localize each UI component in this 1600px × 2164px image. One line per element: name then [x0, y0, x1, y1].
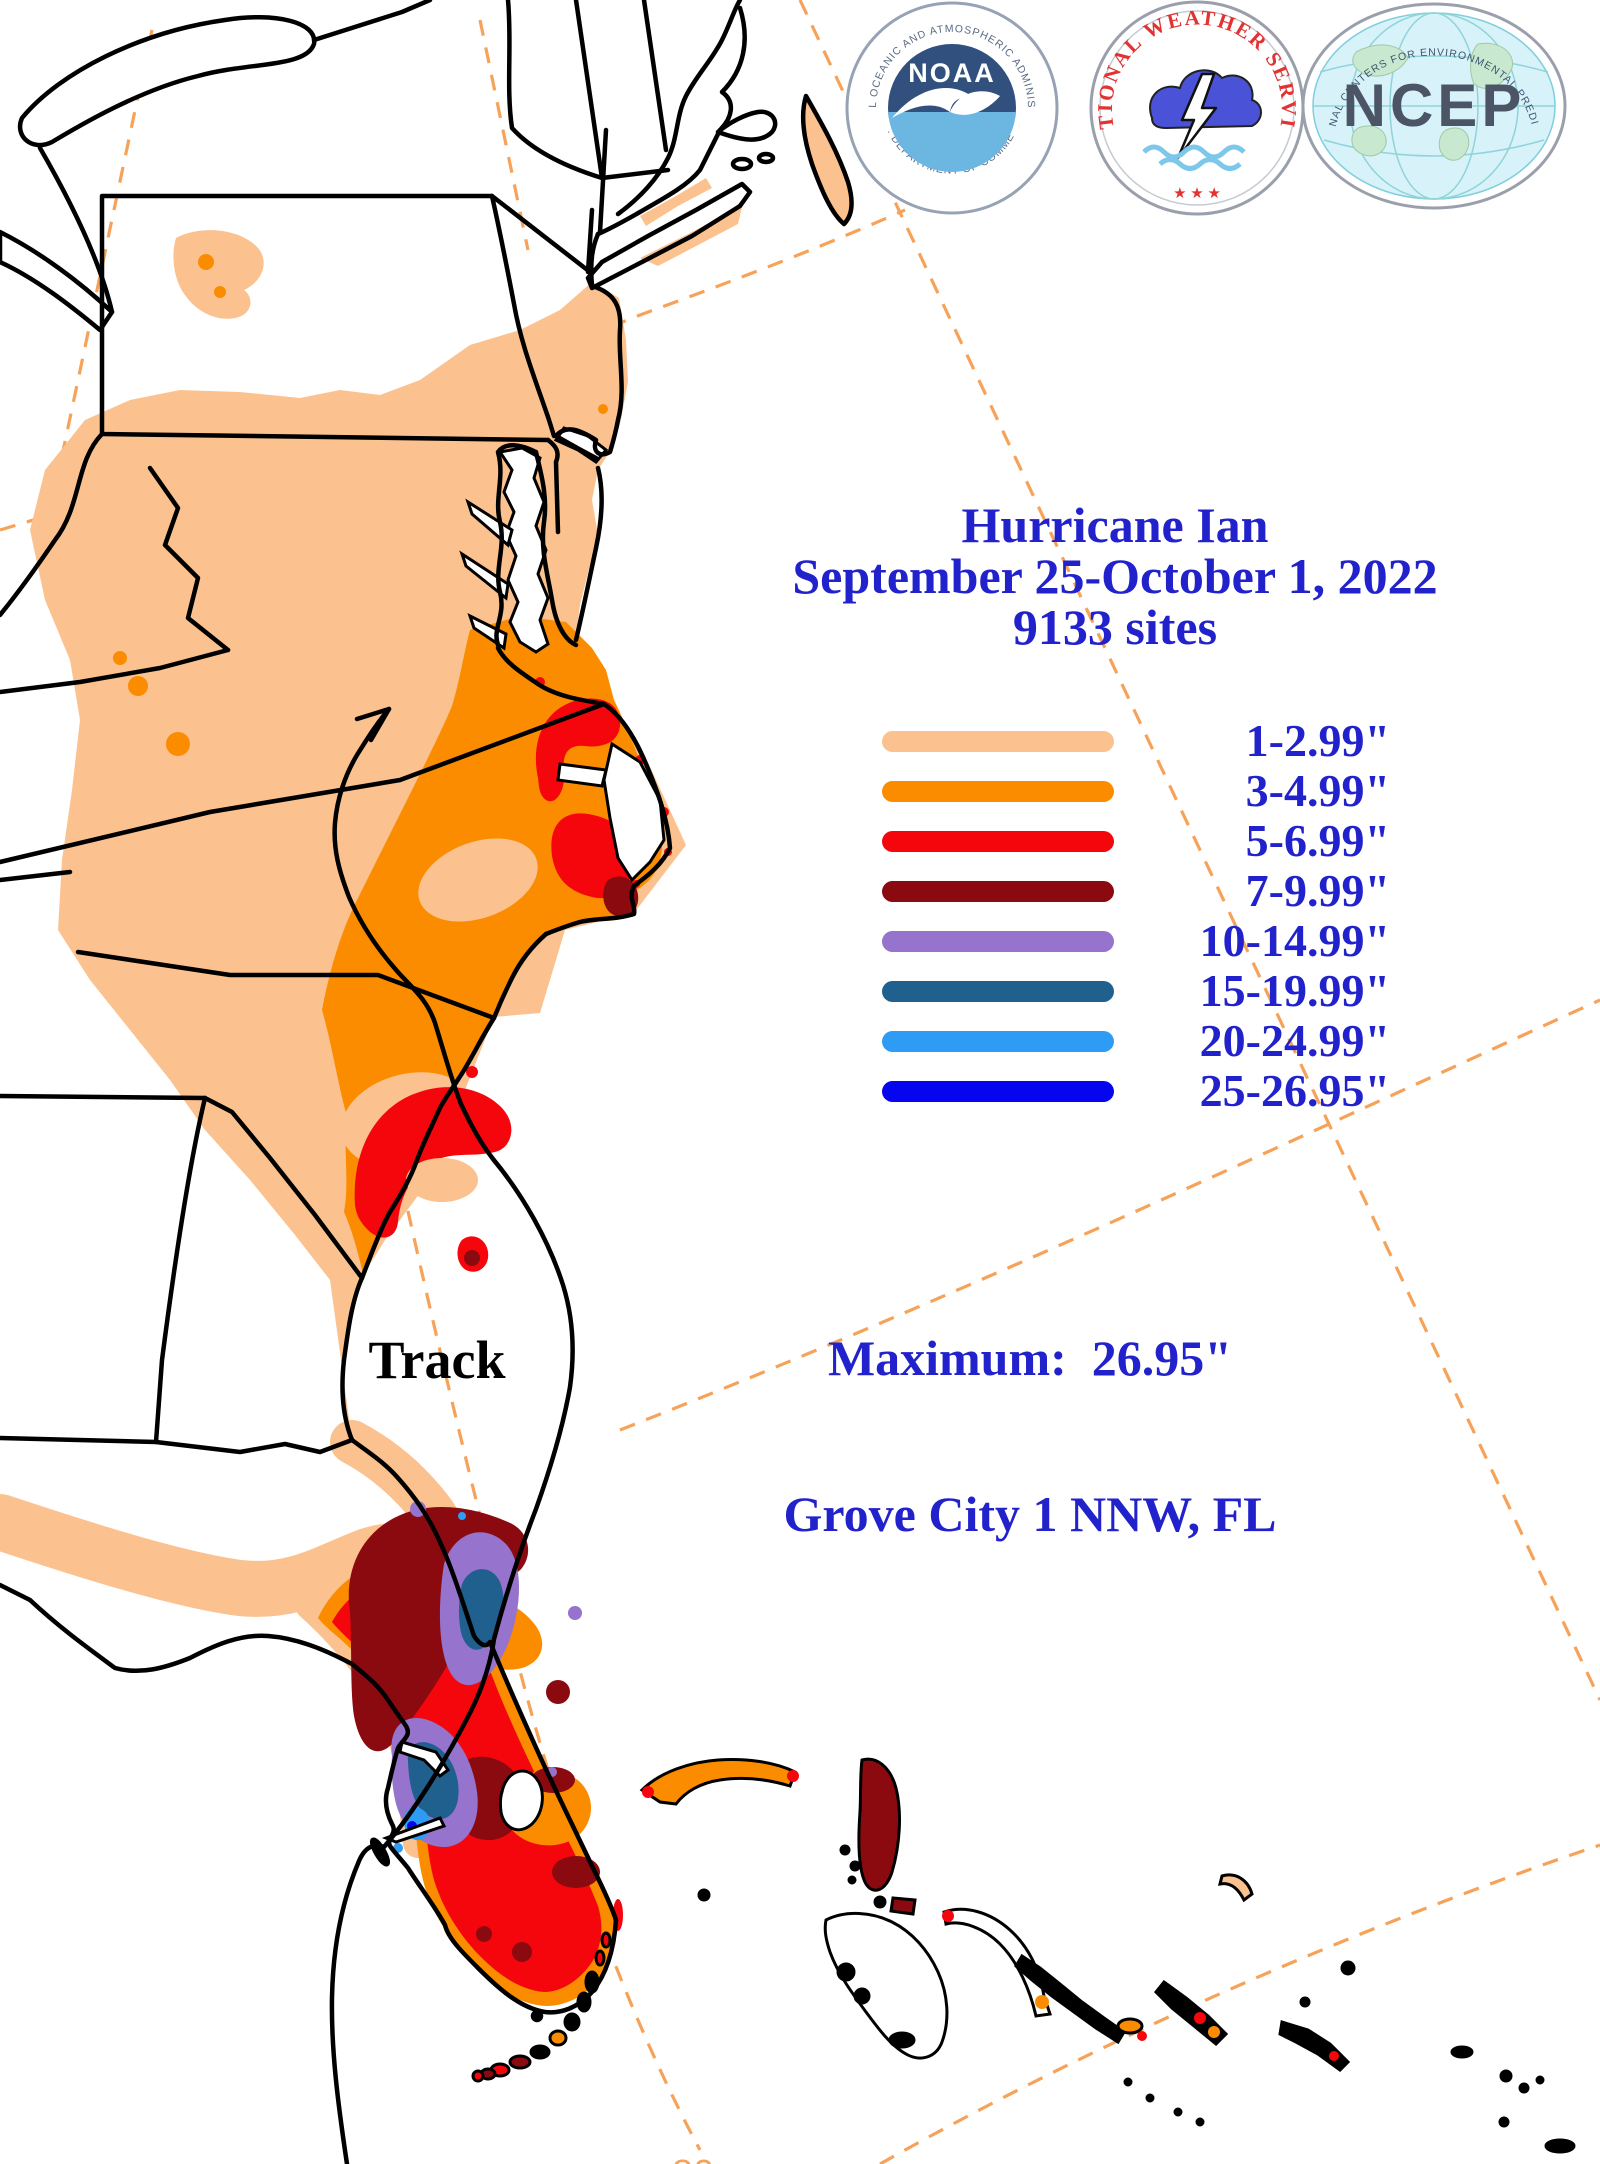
- florida-coast: [0, 1437, 619, 2015]
- hurricane-track-line: [329, 706, 575, 2164]
- legend-label: 3-4.99": [1245, 765, 1390, 816]
- legend-label: 7-9.99": [1245, 865, 1390, 916]
- coastlines-and-borders: [0, 0, 854, 2023]
- noaa-seagull-icon: [892, 87, 974, 118]
- legend-item: 3-4.99": [882, 766, 1402, 816]
- map-title: Hurricane Ian September 25-October 1, 20…: [690, 500, 1540, 653]
- nws-lightning-icon: [1176, 72, 1218, 160]
- nws-waves-icon: [1142, 144, 1246, 160]
- maximum-line2: Grove City 1 NNW, FL: [783, 1486, 1277, 1542]
- map-title-line2: September 25-October 1, 2022: [792, 548, 1438, 604]
- legend-item: 25-26.95": [882, 1066, 1402, 1116]
- hurricane-track: [329, 706, 575, 2164]
- legend-item: 7-9.99": [882, 866, 1402, 916]
- track-arrowhead: [354, 706, 392, 743]
- legend-item: 20-24.99": [882, 1016, 1402, 1066]
- legend-label: 1-2.99": [1245, 715, 1390, 766]
- legend-label: 5-6.99": [1245, 815, 1390, 866]
- legend-item: 10-14.99": [882, 916, 1402, 966]
- legend-swatch: [882, 980, 1114, 1002]
- noaa-wordmark: NOAA: [908, 58, 996, 88]
- maximum-line1: Maximum: 26.95": [827, 1330, 1233, 1386]
- legend-swatch: [882, 1030, 1114, 1052]
- islands-keys-bahamas: [471, 1757, 1576, 2154]
- map-title-line1: Hurricane Ian: [961, 497, 1269, 553]
- legend-item: 5-6.99": [882, 816, 1402, 866]
- map-title-line3: 9133 sites: [1012, 599, 1218, 655]
- legend-swatch: [882, 1080, 1114, 1102]
- ncep-wordmark: NCEP: [1343, 72, 1526, 139]
- noaa-logo: NATIONAL OCEANIC AND ATMOSPHERIC ADMINIS…: [840, 0, 1059, 215]
- ncep-continents: [1351, 42, 1514, 161]
- ncep-logo: NATIONAL CENTERS FOR ENVIRONMENTAL PREDI…: [1298, 0, 1567, 210]
- nws-logo: NATIONAL WEATHER SERVICE ★ ★ ★: [1082, 0, 1305, 216]
- legend-label: 10-14.99": [1199, 915, 1390, 966]
- lake-ontario: [18, 15, 317, 148]
- legend: 1-2.99" 3-4.99" 5-6.99" 7-9.99" 10-14.99" 15-…: [882, 716, 1402, 1116]
- legend-swatch: [882, 880, 1114, 902]
- legend-label: 15-19.99": [1199, 965, 1390, 1016]
- track-label: Track: [369, 1330, 506, 1390]
- graticule-label: 80: [672, 2153, 714, 2164]
- legend-label: 25-26.95": [1199, 1065, 1390, 1116]
- lake-erie: [0, 229, 115, 333]
- maximum-annotation: Maximum: 26.95" Grove City 1 NNW, FL: [740, 1228, 1320, 1592]
- legend-swatch: [882, 830, 1114, 852]
- ncep-globe-grid: [1313, 12, 1555, 200]
- legend-swatch: [882, 930, 1114, 952]
- legend-items: 1-2.99" 3-4.99" 5-6.99" 7-9.99" 10-14.99" 15-…: [882, 716, 1402, 1116]
- legend-item: 15-19.99": [882, 966, 1402, 1016]
- legend-swatch: [882, 730, 1114, 752]
- legend-item: 1-2.99": [882, 716, 1402, 766]
- legend-swatch: [882, 780, 1114, 802]
- legend-label: 20-24.99": [1199, 1015, 1390, 1066]
- nws-stars: ★ ★ ★: [1173, 186, 1221, 202]
- long-island: [585, 181, 753, 291]
